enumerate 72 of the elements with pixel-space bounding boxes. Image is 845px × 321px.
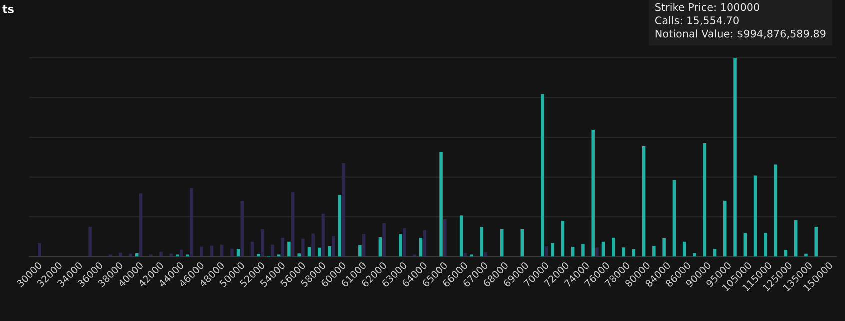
bar: [250, 242, 254, 257]
bar: [596, 248, 599, 257]
bar: [774, 164, 778, 257]
bar: [464, 253, 468, 257]
bar: [602, 242, 606, 257]
bar: [754, 176, 758, 257]
bar: [261, 229, 264, 257]
bar: [662, 238, 666, 257]
bar: [257, 254, 260, 257]
bar: [378, 238, 382, 257]
bar: [520, 229, 524, 257]
bar: [358, 245, 362, 257]
bar: [288, 242, 291, 257]
bar: [302, 238, 305, 257]
bar: [484, 252, 488, 257]
bar: [136, 253, 139, 257]
bar: [419, 238, 423, 257]
bar: [460, 216, 464, 257]
bar: [672, 180, 676, 257]
bar: [129, 254, 132, 257]
bar: [551, 243, 554, 257]
bar: [440, 152, 443, 257]
bar: [338, 195, 342, 257]
bar: [382, 223, 386, 257]
bar: [703, 144, 706, 257]
bar: [724, 200, 727, 257]
bar: [230, 249, 234, 257]
bar: [88, 227, 92, 257]
text: Notional Value: $994,876,589.89: [656, 30, 826, 40]
bar: [291, 192, 295, 257]
bar: [682, 242, 686, 257]
bar: [402, 228, 406, 257]
bar: [612, 238, 616, 257]
bar: [423, 230, 426, 257]
bar: [693, 253, 696, 257]
text: Strike Price: 100000: [656, 3, 760, 12]
bar: [160, 252, 163, 257]
bar: [734, 58, 737, 257]
bar: [312, 234, 315, 257]
bar: [190, 188, 194, 257]
bar: [794, 220, 798, 257]
bar: [561, 221, 565, 257]
bar: [652, 246, 656, 257]
bar: [544, 246, 548, 257]
bar: [622, 248, 626, 257]
chart-title: ts: [2, 5, 14, 14]
bar: [328, 246, 332, 257]
bar: [342, 163, 346, 257]
bar: [139, 194, 143, 257]
bar: [804, 254, 808, 257]
bar: [592, 130, 595, 257]
bar: [541, 94, 544, 257]
text: Calls: 15,554.70: [655, 16, 739, 26]
bar: [764, 233, 768, 257]
bar: [322, 214, 326, 257]
bar: [744, 233, 748, 257]
bar: [582, 244, 585, 257]
bar: [298, 254, 301, 257]
bar: [332, 236, 336, 257]
bar: [119, 252, 122, 257]
bar: [642, 146, 646, 257]
bar: [240, 200, 244, 257]
bar: [399, 234, 402, 257]
bar: [480, 227, 484, 257]
bar: [444, 219, 447, 257]
bar: [500, 229, 504, 257]
bar: [281, 238, 285, 257]
bar: [814, 226, 818, 257]
bar: [271, 244, 274, 257]
bar: [362, 234, 366, 257]
bar: [571, 247, 575, 257]
bar: [200, 246, 204, 257]
